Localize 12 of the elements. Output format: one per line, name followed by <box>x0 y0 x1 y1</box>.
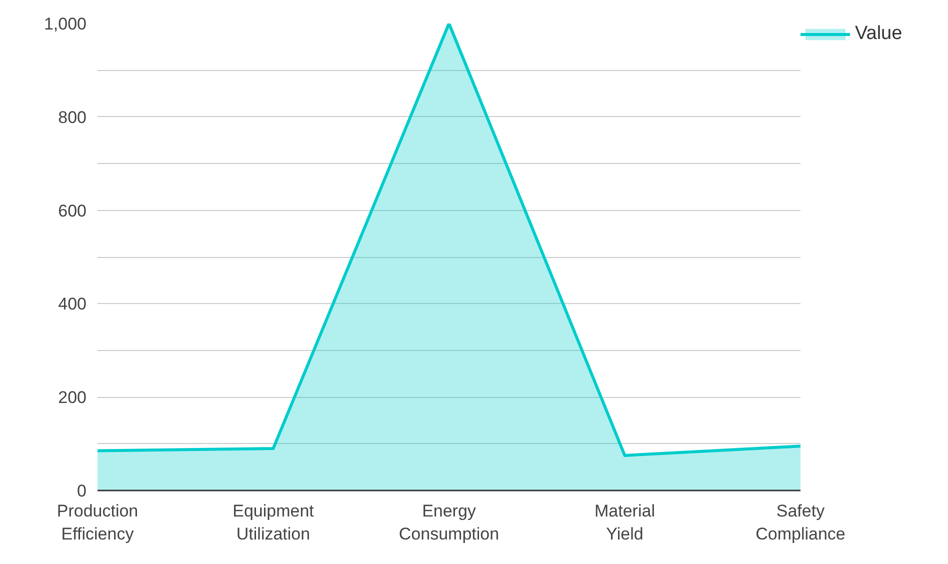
x-tick-label: Production Efficiency <box>56 502 138 544</box>
y-tick-label: 400 <box>58 294 87 314</box>
y-tick-label: 800 <box>58 108 87 127</box>
y-tick-label: 600 <box>58 201 87 220</box>
y-tick-label: 1,000 <box>44 14 87 34</box>
y-tick-label: 0 <box>77 482 87 500</box>
legend-label: Value <box>855 23 902 45</box>
x-tick-label: Safety Compliance <box>756 502 846 544</box>
x-tick-label: Material Yield <box>594 502 655 544</box>
x-tick-label: Equipment Utilization <box>232 502 314 544</box>
x-tick-label: Energy Consumption <box>398 502 500 544</box>
y-tick-label: 200 <box>58 388 87 408</box>
